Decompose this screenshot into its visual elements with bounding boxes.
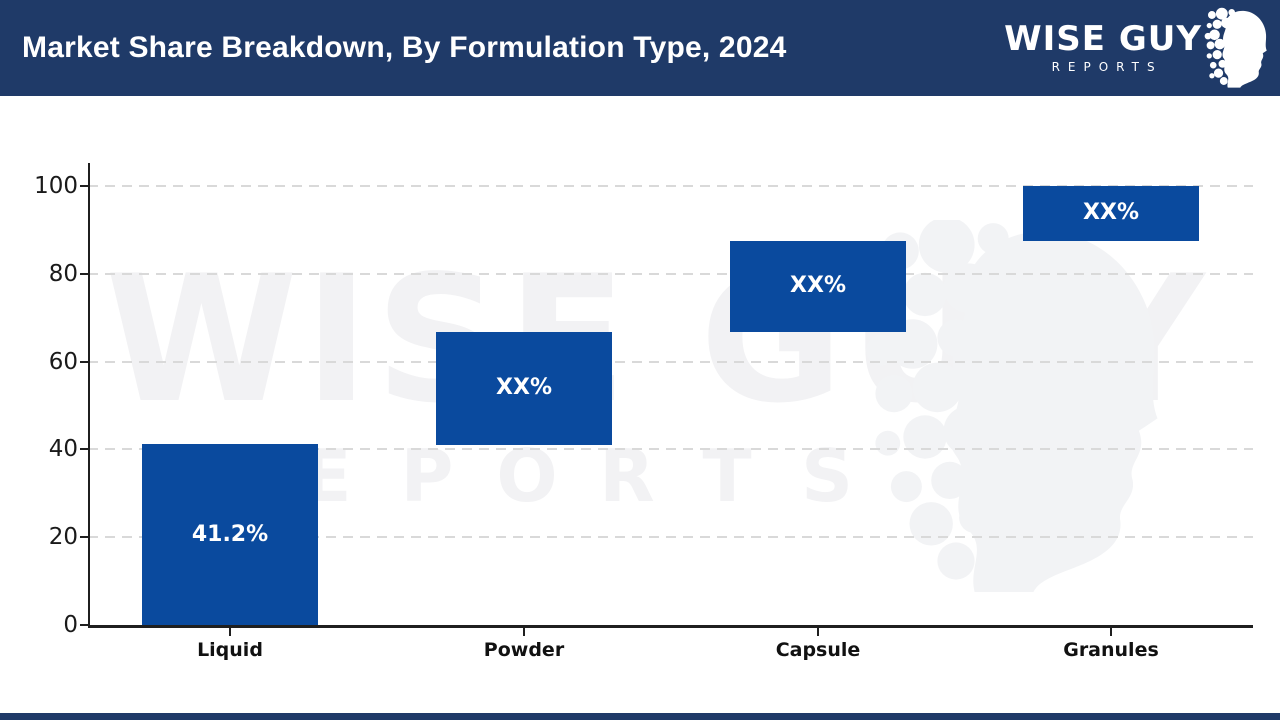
- x-axis-tick: [1110, 628, 1112, 636]
- bar-value-label: XX%: [496, 375, 552, 401]
- x-axis-category-label: Liquid: [197, 639, 263, 661]
- x-axis-tick: [229, 628, 231, 636]
- y-gridline: [88, 185, 1253, 187]
- y-gridline: [88, 448, 1253, 451]
- wise-guy-reports-logo: WISE GUY REPORTS: [1004, 6, 1280, 90]
- y-gridline: [88, 360, 1253, 363]
- bar-value-label: 41.2%: [191, 521, 269, 547]
- x-axis-line: [88, 625, 1253, 628]
- bar-capsule: XX%: [730, 240, 906, 332]
- y-axis-tick: [80, 448, 88, 451]
- x-axis-tick: [817, 628, 819, 636]
- y-axis-tick: [80, 624, 88, 626]
- y-axis-tick: [80, 185, 88, 187]
- watermark-letter: S: [801, 434, 853, 518]
- y-axis-tick: [80, 536, 88, 539]
- y-axis-line: [88, 163, 90, 628]
- page-title: Market Share Breakdown, By Formulation T…: [22, 31, 787, 64]
- watermark-head-icon: [866, 220, 1158, 592]
- y-axis-tick-label: 20: [48, 524, 78, 551]
- header-bar: Market Share Breakdown, By Formulation T…: [0, 0, 1280, 96]
- bar-powder: XX%: [436, 331, 612, 445]
- y-axis-tick-label: 60: [48, 348, 78, 375]
- watermark-letter: P: [400, 434, 454, 518]
- y-axis-tick-label: 80: [48, 260, 78, 287]
- bar-value-label: XX%: [1083, 200, 1139, 226]
- y-gridline: [88, 272, 1253, 275]
- footer-bar: [0, 713, 1280, 720]
- y-axis-tick-label: 40: [48, 436, 78, 463]
- x-axis-category-label: Granules: [1063, 639, 1159, 661]
- logo-head-icon: [1204, 7, 1267, 88]
- x-axis-tick: [523, 628, 525, 636]
- y-axis-tick-label: 100: [34, 173, 78, 199]
- watermark-letter: R: [599, 434, 655, 518]
- bar-liquid: 41.2%: [142, 444, 318, 625]
- watermark-letter: T: [702, 434, 752, 518]
- y-axis-tick-label: 0: [63, 612, 78, 638]
- y-gridline: [88, 536, 1253, 539]
- y-axis-tick: [80, 272, 88, 275]
- bar-value-label: XX%: [790, 273, 846, 299]
- logo-brand-subtitle: REPORTS: [1051, 60, 1163, 74]
- bar-granules: XX%: [1023, 186, 1199, 241]
- x-axis-category-label: Capsule: [775, 639, 861, 661]
- x-axis-category-label: Powder: [483, 639, 565, 661]
- logo-brand-name: WISE GUY: [1004, 19, 1202, 59]
- watermark-letter: O: [496, 434, 558, 518]
- y-axis-tick: [80, 360, 88, 363]
